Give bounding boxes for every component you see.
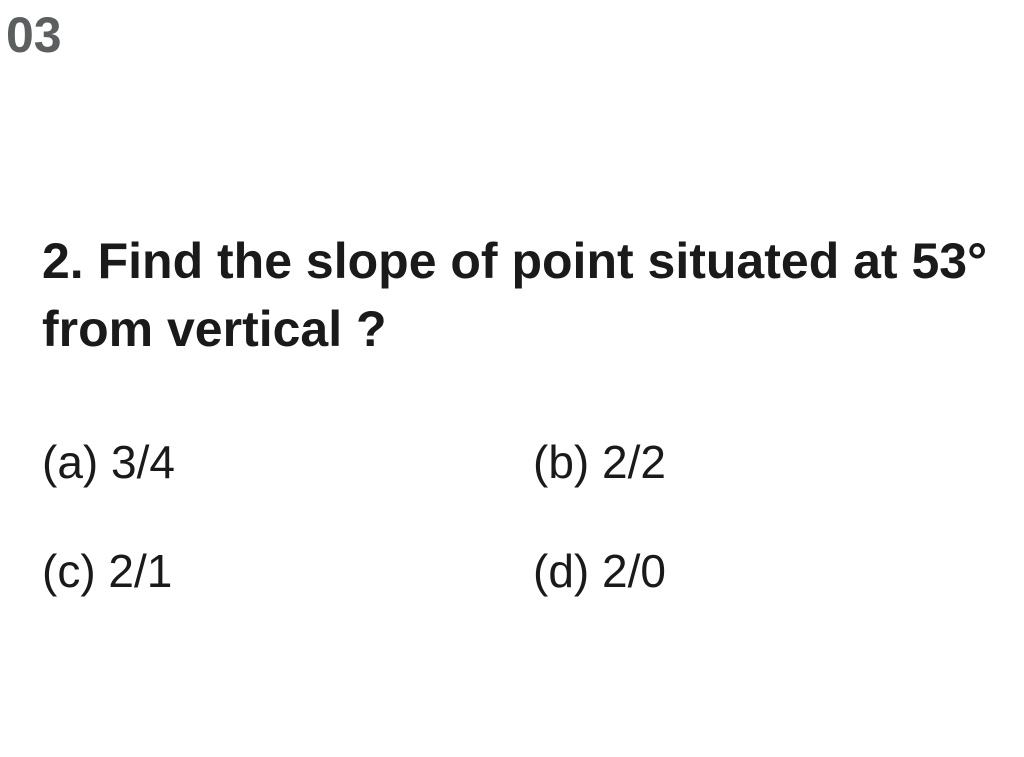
question-line1: Find the slope of point situated at 53° — [98, 233, 987, 289]
option-c-value: 2/1 — [108, 545, 172, 597]
option-c-label: (c) — [42, 545, 96, 597]
option-b: (b) 2/2 — [533, 435, 1004, 489]
question-number: 2. — [42, 233, 84, 289]
option-b-label: (b) — [533, 436, 589, 488]
option-b-value: 2/2 — [602, 436, 666, 488]
option-a-label: (a) — [42, 436, 98, 488]
options-grid: (a) 3/4 (b) 2/2 (c) 2/1 (d) 2/0 — [42, 435, 1004, 598]
option-d-value: 2/0 — [602, 545, 666, 597]
page-root: 03 2. Find the slope of point situated a… — [0, 0, 1024, 757]
page-number: 03 — [6, 6, 62, 64]
question-block: 2. Find the slope of point situated at 5… — [42, 228, 1004, 363]
option-d-label: (d) — [533, 545, 589, 597]
option-a-value: 3/4 — [111, 436, 175, 488]
option-a: (a) 3/4 — [42, 435, 513, 489]
option-d: (d) 2/0 — [533, 544, 1004, 598]
question-line2: from vertical ? — [42, 301, 387, 357]
option-c: (c) 2/1 — [42, 544, 513, 598]
question-text: 2. Find the slope of point situated at 5… — [42, 228, 1004, 363]
